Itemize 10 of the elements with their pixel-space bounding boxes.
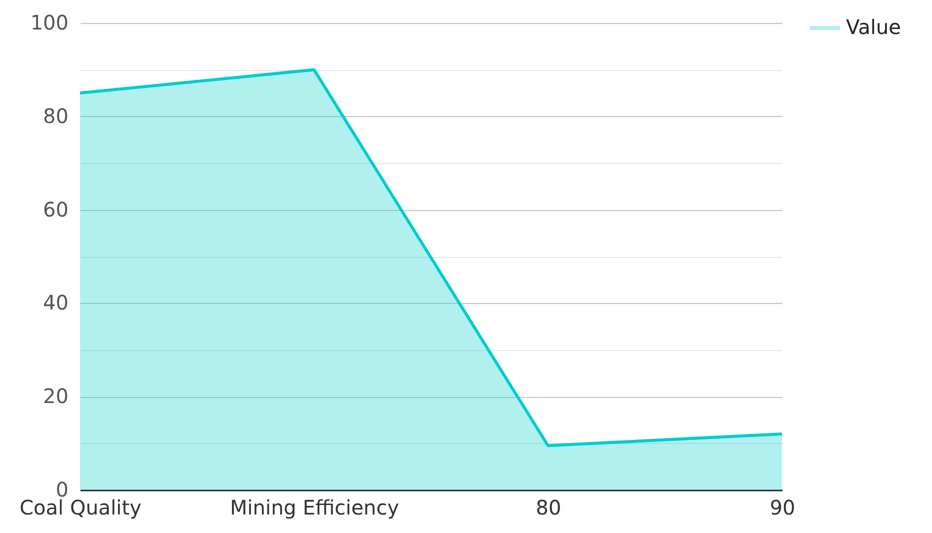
legend-label: Value (846, 15, 901, 39)
x-tick-label: Coal Quality (20, 496, 142, 520)
x-tick-label: 80 (536, 496, 562, 520)
x-tick-label: 90 (770, 496, 796, 520)
y-tick-label: 80 (43, 104, 68, 128)
y-tick-label: 100 (30, 10, 68, 34)
y-tick-label: 60 (43, 197, 68, 222)
y-tick-label: 40 (43, 290, 68, 315)
x-tick-label: Mining Efficiency (230, 496, 400, 520)
y-tick-label: 20 (43, 384, 68, 408)
